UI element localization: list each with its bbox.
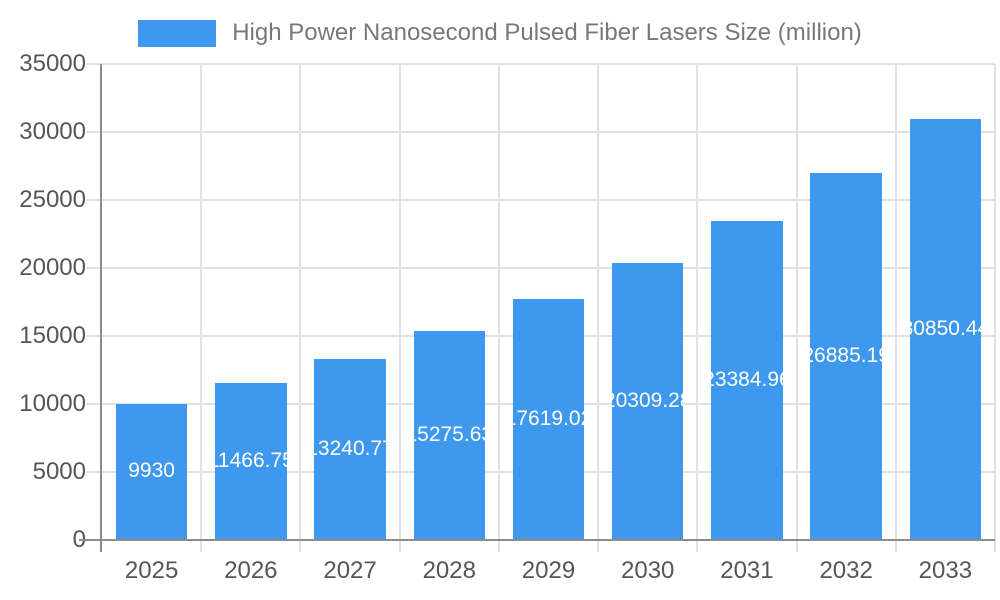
x-tick-label: 2029 xyxy=(521,557,576,584)
x-tick-label: 2028 xyxy=(422,557,476,584)
x-axis-line xyxy=(79,539,995,541)
bar-2032[interactable]: 26885.19 xyxy=(810,173,882,539)
bar-value-label: 26885.19 xyxy=(810,344,882,368)
bar-2030[interactable]: 20309.28 xyxy=(611,262,684,539)
x-gridline xyxy=(994,64,996,552)
legend-label: High Power Nanosecond Pulsed Fiber Laser… xyxy=(232,19,862,46)
y-tick-label: 10000 xyxy=(19,390,86,417)
y-gridline xyxy=(86,131,995,133)
y-gridline xyxy=(86,267,995,269)
bar-2029[interactable]: 17619.02 xyxy=(512,299,585,539)
x-tick-label: 2027 xyxy=(323,557,377,584)
bar-value-label: 13240.77 xyxy=(314,436,386,460)
y-tick-label: 15000 xyxy=(19,322,86,349)
x-tick-label: 2026 xyxy=(224,557,278,584)
y-tick-label: 5000 xyxy=(32,458,86,485)
x-gridline xyxy=(200,64,203,552)
bar-value-label: 17619.02 xyxy=(513,407,585,431)
bar-value-label: 30850.44 xyxy=(910,317,982,341)
x-gridline xyxy=(398,64,401,552)
bar-value-label: 11466.75 xyxy=(215,449,287,473)
bar-2028[interactable]: 15275.63 xyxy=(413,331,486,539)
bar-2026[interactable]: 11466.75 xyxy=(215,383,287,539)
y-tick-label: 20000 xyxy=(19,254,86,281)
bar-value-label: 20309.28 xyxy=(612,388,684,412)
x-tick-label: 2032 xyxy=(819,557,873,584)
y-tick-label: 35000 xyxy=(19,50,86,77)
y-gridline xyxy=(86,199,995,201)
y-axis-line xyxy=(100,64,102,552)
x-gridline xyxy=(795,64,798,552)
x-gridline xyxy=(597,64,600,552)
bar-value-label: 9930 xyxy=(128,459,175,483)
x-gridline xyxy=(894,64,897,552)
bar-value-label: 15275.63 xyxy=(414,423,486,447)
x-gridline xyxy=(497,64,500,552)
x-tick-label: 2030 xyxy=(621,557,675,584)
x-gridline xyxy=(696,64,699,552)
bar-2025[interactable]: 9930 xyxy=(115,403,188,539)
x-tick-label: 2025 xyxy=(124,557,179,584)
x-tick-label: 2033 xyxy=(918,557,973,584)
bar-2027[interactable]: 13240.77 xyxy=(314,358,386,539)
y-tick-label: 25000 xyxy=(19,186,86,213)
y-tick-label: 30000 xyxy=(19,118,86,145)
y-tick-label: 0 xyxy=(72,526,86,553)
plot-area: 9930 11466.75 13240.77 15275.63 17619.02 2030… xyxy=(79,63,996,552)
legend-swatch xyxy=(138,19,217,47)
bar-2033[interactable]: 30850.44 xyxy=(909,119,982,539)
x-gridline xyxy=(299,64,302,552)
chart-legend[interactable]: High Power Nanosecond Pulsed Fiber Laser… xyxy=(0,19,1000,47)
y-gridline xyxy=(86,63,995,65)
x-tick-label: 2031 xyxy=(720,557,774,584)
